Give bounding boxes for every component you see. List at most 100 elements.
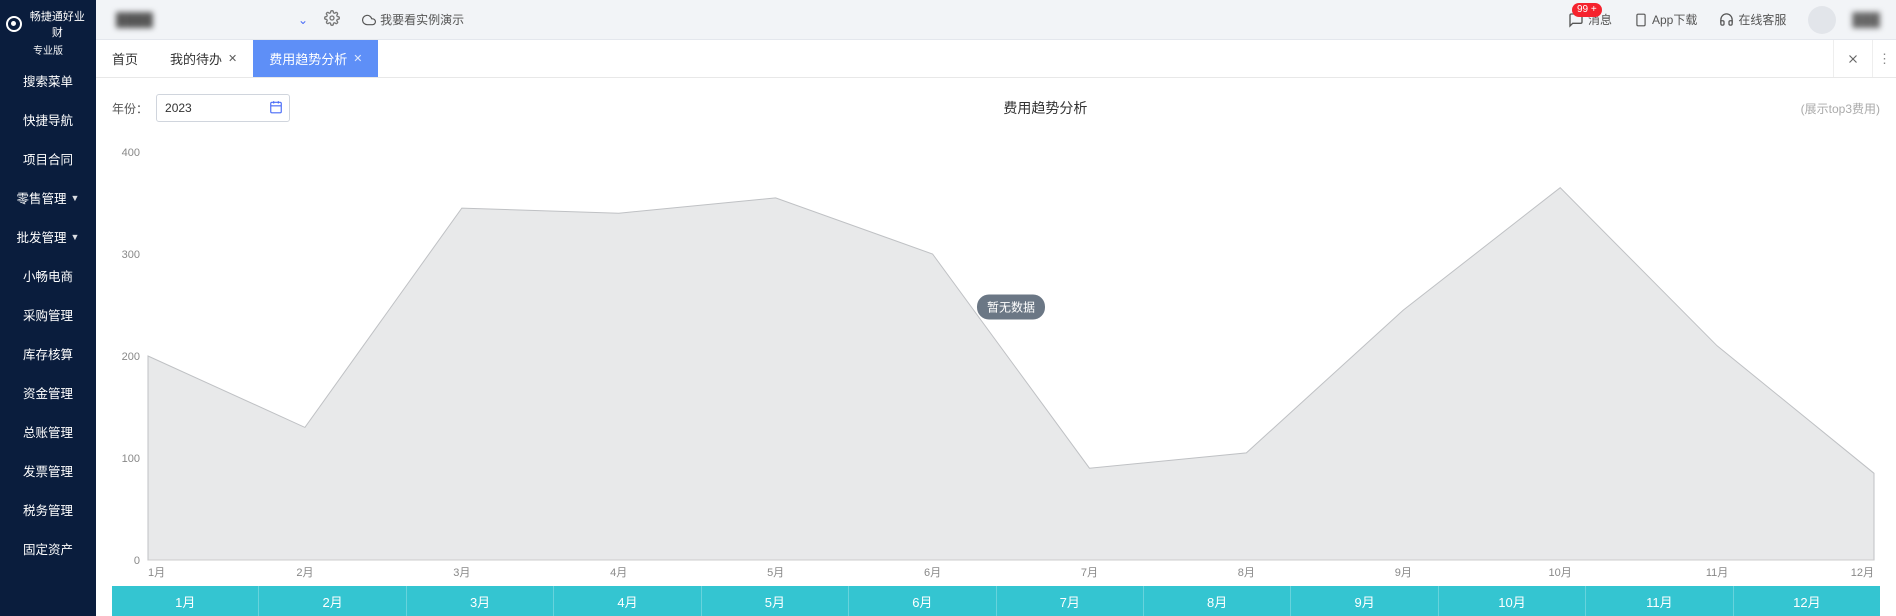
brand-logo-icon [6,16,22,32]
sidebar-item[interactable]: 项目合同 [0,139,96,178]
month-cell[interactable]: 4月 [554,586,701,616]
tab-label: 首页 [112,49,138,68]
phone-icon [1634,13,1648,27]
month-cell[interactable]: 8月 [1144,586,1291,616]
support-button[interactable]: 在线客服 [1713,11,1792,28]
sidebar-item[interactable]: 小畅电商 [0,256,96,295]
chart-title: 费用趋势分析 [290,98,1801,118]
sidebar-item-label: 库存核算 [23,344,73,363]
sidebar-item-label: 搜索菜单 [23,71,73,90]
sidebar: 畅捷通好业财 专业版 搜索菜单快捷导航项目合同零售管理 ▼ 批发管理▼ 小畅电商采购管… [0,0,96,616]
svg-text:10月: 10月 [1549,567,1572,579]
headset-icon [1719,12,1734,27]
message-badge: 99 + [1572,3,1602,17]
sidebar-item[interactable]: 固定资产 [0,529,96,568]
tab[interactable]: 费用趋势分析 ✕ [253,40,378,77]
tab-label: 我的待办 [170,49,222,68]
demo-label: 我要看实例演示 [380,11,464,28]
year-value: 2023 [165,101,192,115]
sidebar-item-label: 总账管理 [23,422,73,441]
sidebar-item-label: 固定资产 [23,539,73,558]
svg-text:3月: 3月 [453,567,470,579]
chart-hint: (展示top3费用) [1801,100,1880,117]
close-tab-button[interactable] [1833,40,1872,77]
brand-block: 畅捷通好业财 专业版 [0,0,96,61]
chevron-down-icon[interactable]: ⌄ [298,13,308,27]
svg-text:400: 400 [122,147,140,159]
svg-text:9月: 9月 [1395,567,1412,579]
tab[interactable]: 首页 [96,40,154,77]
sidebar-item-label: 资金管理 [23,383,73,402]
month-cell[interactable]: 11月 [1586,586,1733,616]
app-label: App下载 [1652,11,1697,28]
svg-text:100: 100 [122,453,140,465]
cloud-icon [362,13,376,27]
month-cell[interactable]: 7月 [997,586,1144,616]
svg-text:12月: 12月 [1851,567,1874,579]
svg-text:2月: 2月 [296,567,313,579]
month-cell[interactable]: 5月 [702,586,849,616]
close-icon [1846,52,1860,66]
area-chart: 01002003004001月2月3月4月5月6月7月8月9月10月11月12月 [112,142,1880,586]
tab[interactable]: 我的待办 ✕ [154,40,253,77]
sidebar-item-label: 批发管理 [17,227,67,246]
calendar-icon [269,100,283,117]
sidebar-item-label: 发票管理 [23,461,73,480]
month-cell[interactable]: 6月 [849,586,996,616]
svg-text:8月: 8月 [1238,567,1255,579]
month-cell[interactable]: 10月 [1439,586,1586,616]
topbar: ████ ⌄ 我要看实例演示 99 + 消息 App下载 在线客 [96,0,1896,40]
support-label: 在线客服 [1738,11,1786,28]
svg-text:200: 200 [122,351,140,363]
sidebar-item[interactable]: 零售管理 ▼ [0,178,96,217]
messages-button[interactable]: 99 + 消息 [1562,11,1618,28]
close-icon[interactable]: ✕ [353,52,362,65]
month-cell[interactable]: 12月 [1734,586,1880,616]
sidebar-item-label: 快捷导航 [23,110,73,129]
tab-label: 费用趋势分析 [269,49,347,68]
sidebar-item[interactable]: 快捷导航 [0,100,96,139]
sidebar-item-label: 项目合同 [23,149,73,168]
svg-text:0: 0 [134,555,140,567]
brand-edition: 专业版 [6,42,90,57]
toolbar: 年份： 2023 费用趋势分析 (展示top3费用) [112,94,1880,122]
chart-area: 01002003004001月2月3月4月5月6月7月8月9月10月11月12月… [112,142,1880,586]
caret-down-icon: ▼ [71,193,80,203]
demo-link[interactable]: 我要看实例演示 [362,11,464,28]
sidebar-item[interactable]: 总账管理 [0,412,96,451]
sidebar-item-label: 零售管理 [17,188,67,207]
close-icon[interactable]: ✕ [228,52,237,65]
avatar[interactable] [1808,6,1836,34]
sidebar-item[interactable]: 资金管理 [0,373,96,412]
sidebar-item-label: 税务管理 [23,500,73,519]
tabbar: 首页 我的待办 ✕ 费用趋势分析 ✕ ⋮ [96,40,1896,78]
sidebar-item[interactable]: 税务管理 [0,490,96,529]
chart-tooltip: 暂无数据 [977,295,1045,320]
brand-name: 畅捷通好业财 [25,8,90,40]
svg-text:7月: 7月 [1081,567,1098,579]
org-switcher[interactable]: ████ [108,8,288,31]
sidebar-item[interactable]: 发票管理 [0,451,96,490]
svg-text:6月: 6月 [924,567,941,579]
svg-text:4月: 4月 [610,567,627,579]
svg-text:5月: 5月 [767,567,784,579]
month-cell[interactable]: 9月 [1291,586,1438,616]
month-cell[interactable]: 2月 [259,586,406,616]
gear-icon[interactable] [324,10,340,29]
user-name: ███ [1846,12,1886,27]
app-download-button[interactable]: App下载 [1628,11,1703,28]
svg-text:300: 300 [122,249,140,261]
sidebar-item[interactable]: 搜索菜单 [0,61,96,100]
month-cell[interactable]: 3月 [407,586,554,616]
org-name: ████ [116,12,153,27]
month-cell[interactable]: 1月 [112,586,259,616]
tab-more-button[interactable]: ⋮ [1872,40,1896,77]
year-picker[interactable]: 2023 [156,94,290,122]
sidebar-item[interactable]: 批发管理▼ [0,217,96,256]
sidebar-item-label: 采购管理 [23,305,73,324]
year-label: 年份： [112,100,148,117]
sidebar-item[interactable]: 采购管理 [0,295,96,334]
sidebar-item-label: 小畅电商 [23,266,73,285]
month-footer: 1月2月3月4月5月6月7月8月9月10月11月12月 [112,586,1880,616]
sidebar-item[interactable]: 库存核算 [0,334,96,373]
